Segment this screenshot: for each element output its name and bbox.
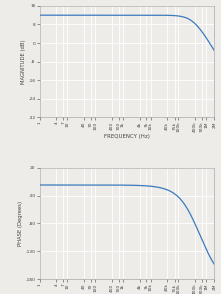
Y-axis label: PHASE (Degrees): PHASE (Degrees) [18, 201, 23, 246]
X-axis label: FREQUENCY (Hz): FREQUENCY (Hz) [104, 134, 150, 139]
Y-axis label: MAGNITUDE (dB): MAGNITUDE (dB) [21, 39, 26, 84]
